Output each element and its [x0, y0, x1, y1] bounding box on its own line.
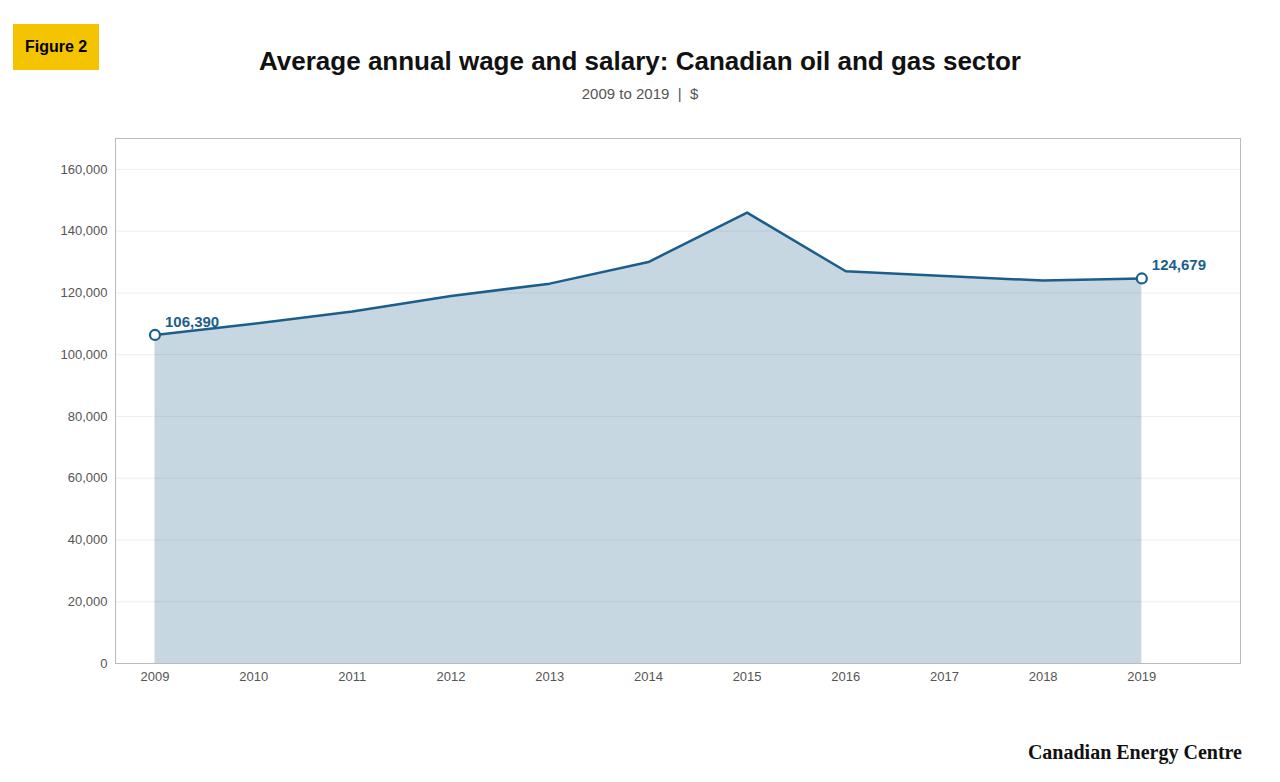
- svg-text:100,000: 100,000: [61, 347, 108, 362]
- svg-text:120,000: 120,000: [61, 285, 108, 300]
- svg-text:2013: 2013: [535, 669, 564, 684]
- svg-text:60,000: 60,000: [68, 470, 108, 485]
- svg-text:140,000: 140,000: [61, 223, 108, 238]
- svg-text:2019: 2019: [1127, 669, 1156, 684]
- html-text:Canadian Energy Centre: Canadian Energy Centre: [1027, 741, 1242, 763]
- svg-text:2009: 2009: [141, 669, 170, 684]
- svg-text:106,390: 106,390: [165, 313, 219, 330]
- svg-text:2010: 2010: [239, 669, 268, 684]
- svg-text:2011: 2011: [338, 669, 366, 684]
- html-text:Figure 2: Figure 2: [25, 38, 88, 55]
- svg-text:2014: 2014: [634, 669, 663, 684]
- svg-text:124,679: 124,679: [1152, 256, 1206, 273]
- html-text:2009 to 2019 | $: 2009 to 2019 | $: [581, 85, 699, 102]
- svg-text:2018: 2018: [1029, 669, 1058, 684]
- svg-text:0: 0: [100, 656, 107, 671]
- html-text:Average annual wage and salary: Average annual wage and salary: Canadian…: [259, 46, 1021, 76]
- svg-text:2012: 2012: [437, 669, 466, 684]
- svg-text:20,000: 20,000: [68, 594, 108, 609]
- svg-text:160,000: 160,000: [61, 162, 108, 177]
- svg-text:80,000: 80,000: [68, 409, 108, 424]
- svg-text:2016: 2016: [831, 669, 860, 684]
- svg-text:40,000: 40,000: [68, 532, 108, 547]
- svg-text:2017: 2017: [930, 669, 959, 684]
- svg-text:2015: 2015: [733, 669, 762, 684]
